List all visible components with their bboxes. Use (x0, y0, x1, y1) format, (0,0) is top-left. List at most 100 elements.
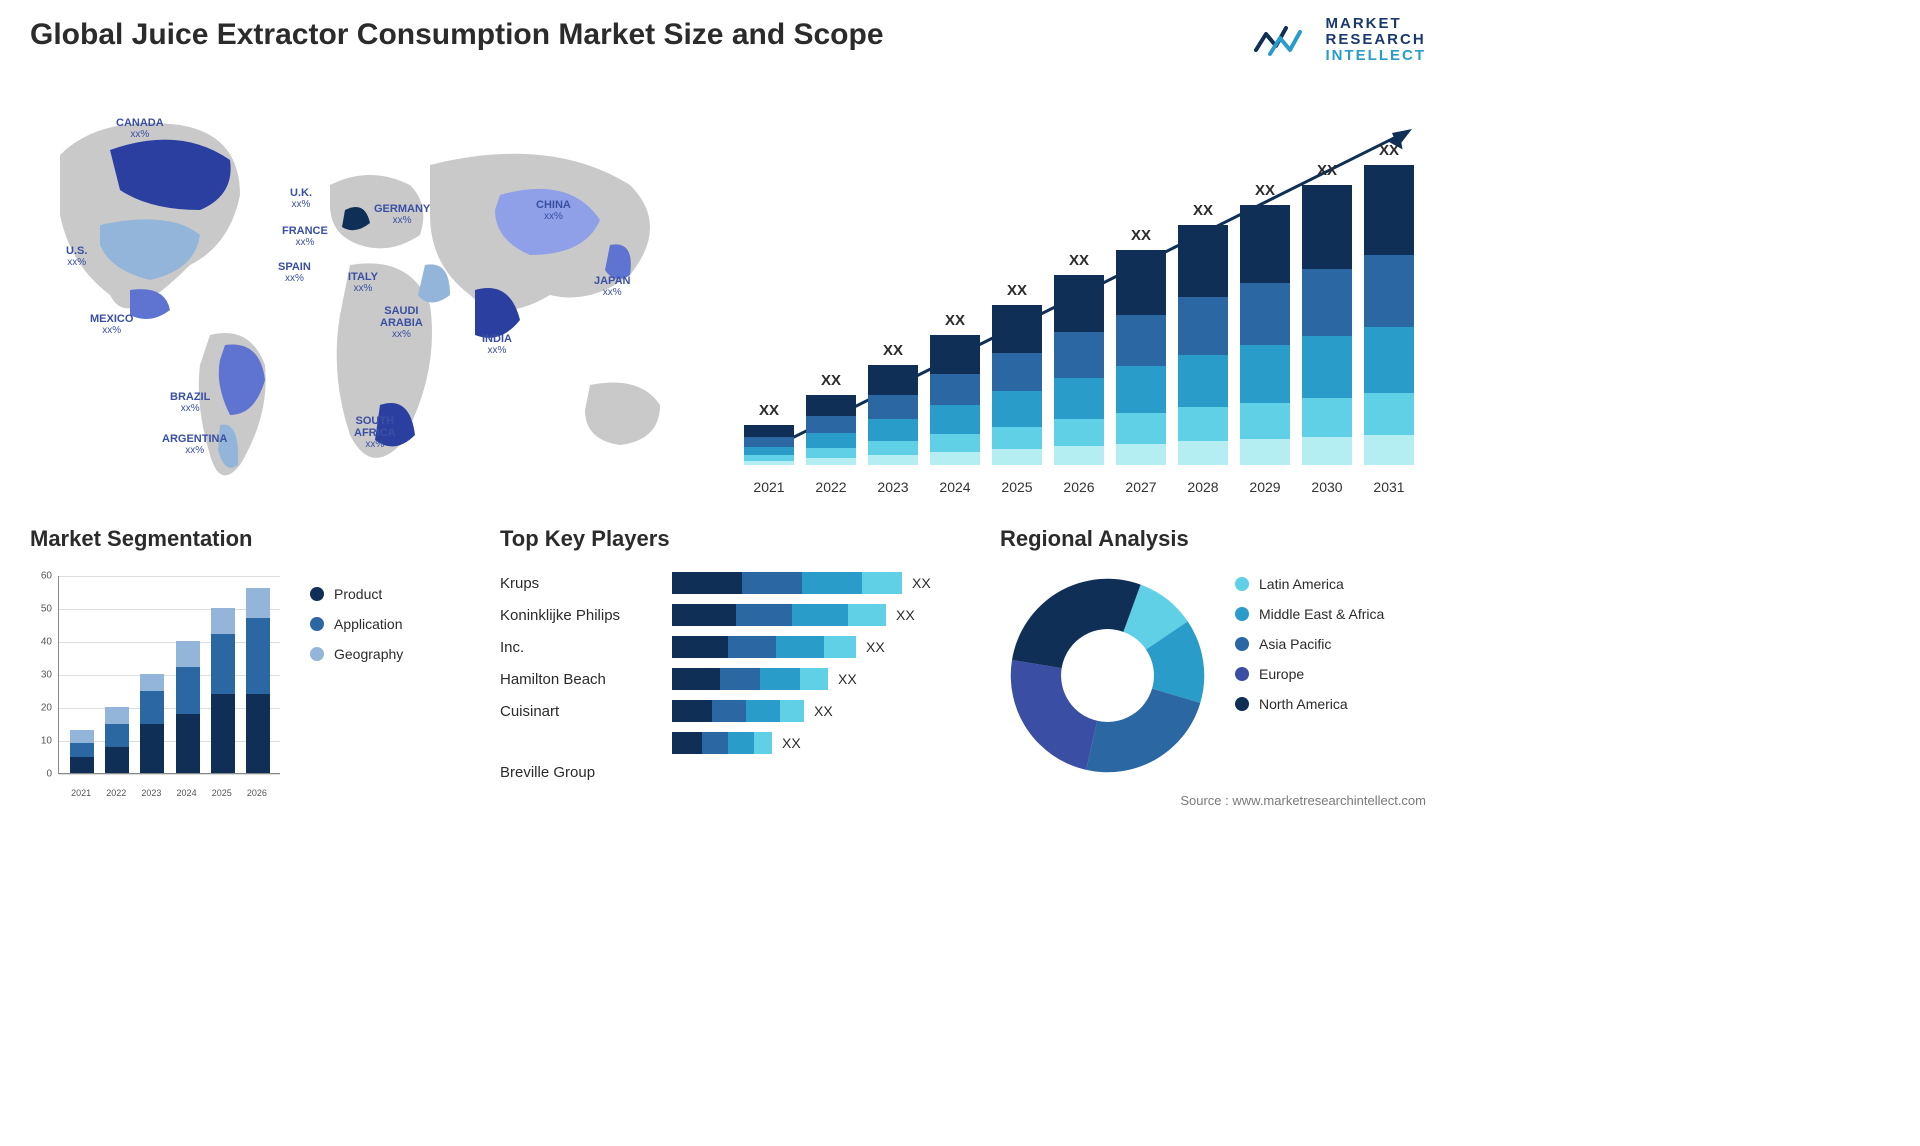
player-row: Breville Group (500, 764, 970, 781)
player-value: XX (838, 671, 857, 687)
seg-ytick: 0 (30, 769, 52, 780)
growth-xlabel: 2022 (806, 479, 856, 495)
player-bar (672, 604, 886, 626)
player-value: XX (866, 639, 885, 655)
growth-bar-label: XX (1054, 252, 1104, 269)
donut-slice (1011, 660, 1097, 770)
player-bar (672, 636, 856, 658)
map-country-label: CANADAxx% (116, 117, 164, 140)
growth-xlabel: 2031 (1364, 479, 1414, 495)
growth-bar (930, 335, 980, 465)
growth-xlabel: 2025 (992, 479, 1042, 495)
growth-xlabel: 2024 (930, 479, 980, 495)
map-country-label: CHINAxx% (536, 199, 571, 222)
logo-text-1: MARKET (1326, 16, 1427, 32)
growth-xlabel: 2026 (1054, 479, 1104, 495)
player-name: Hamilton Beach (500, 671, 672, 688)
seg-ytick: 60 (30, 571, 52, 582)
seg-ytick: 40 (30, 637, 52, 648)
growth-bar-label: XX (806, 372, 856, 389)
seg-bar (140, 674, 164, 773)
legend-item: Europe (1235, 666, 1384, 682)
seg-bar (105, 707, 129, 773)
growth-bar (1116, 250, 1166, 465)
player-bar (672, 700, 804, 722)
map-country-label: ARGENTINAxx% (162, 433, 227, 456)
legend-item: Asia Pacific (1235, 636, 1384, 652)
logo-text-3: INTELLECT (1326, 48, 1427, 64)
world-map-panel: CANADAxx%U.S.xx%MEXICOxx%BRAZILxx%ARGENT… (30, 95, 700, 495)
player-value: XX (814, 703, 833, 719)
growth-xlabel: 2028 (1178, 479, 1228, 495)
growth-bar-label: XX (868, 342, 918, 359)
map-country-label: SOUTHAFRICAxx% (354, 415, 396, 450)
player-name: Koninklijke Philips (500, 607, 672, 624)
map-country-label: SPAINxx% (278, 261, 311, 284)
growth-bar-label: XX (930, 312, 980, 329)
player-bar (672, 572, 902, 594)
seg-xlabel: 2025 (208, 788, 236, 798)
logo-mark-icon (1254, 20, 1314, 60)
seg-xlabel: 2022 (102, 788, 130, 798)
player-bar (672, 668, 828, 690)
growth-bar-label: XX (1240, 182, 1290, 199)
seg-bar (246, 588, 270, 773)
player-row: Inc. XX (500, 636, 970, 658)
map-country-label: U.K.xx% (290, 187, 312, 210)
players-title: Top Key Players (500, 526, 970, 552)
growth-bar (1178, 225, 1228, 465)
seg-bar (176, 641, 200, 773)
growth-xlabel: 2027 (1116, 479, 1166, 495)
growth-bar (1302, 185, 1352, 465)
map-country-label: JAPANxx% (594, 275, 630, 298)
segmentation-title: Market Segmentation (30, 526, 470, 552)
seg-xlabel: 2024 (173, 788, 201, 798)
growth-bar (992, 305, 1042, 465)
growth-bar-label: XX (1302, 162, 1352, 179)
player-row: Hamilton Beach XX (500, 668, 970, 690)
player-value: XX (782, 735, 801, 751)
player-name: Breville Group (500, 764, 672, 781)
legend-item: Middle East & Africa (1235, 606, 1384, 622)
player-name: Krups (500, 575, 672, 592)
seg-ytick: 20 (30, 703, 52, 714)
player-name: Cuisinart (500, 703, 672, 720)
page-title: Global Juice Extractor Consumption Marke… (30, 18, 884, 52)
brand-logo: MARKET RESEARCH INTELLECT (1254, 16, 1427, 63)
player-row: KrupsXX (500, 572, 970, 594)
donut-slice (1012, 579, 1141, 668)
legend-item: Latin America (1235, 576, 1384, 592)
segmentation-legend: ProductApplicationGeography (310, 586, 403, 676)
legend-item: North America (1235, 696, 1384, 712)
map-country-label: INDIAxx% (482, 333, 512, 356)
regional-title: Regional Analysis (1000, 526, 1430, 552)
player-name: Inc. (500, 639, 672, 656)
seg-xlabel: 2023 (137, 788, 165, 798)
growth-bar (868, 365, 918, 465)
seg-ytick: 30 (30, 670, 52, 681)
player-row: Koninklijke Philips XX (500, 604, 970, 626)
player-value: XX (896, 607, 915, 623)
logo-text-2: RESEARCH (1326, 32, 1427, 48)
growth-bar-label: XX (1364, 142, 1414, 159)
seg-bar (70, 730, 94, 773)
seg-bar (211, 608, 235, 773)
growth-bar-label: XX (992, 282, 1042, 299)
legend-item: Geography (310, 646, 403, 662)
growth-bar-label: XX (1178, 202, 1228, 219)
regional-donut-chart (1000, 568, 1215, 783)
map-country-label: ITALYxx% (348, 271, 378, 294)
seg-xlabel: 2026 (243, 788, 271, 798)
growth-bar (806, 395, 856, 465)
player-row: XX (500, 732, 970, 754)
map-country-label: SAUDIARABIAxx% (380, 305, 423, 340)
growth-bar (1240, 205, 1290, 465)
growth-bar-label: XX (1116, 227, 1166, 244)
donut-slice (1086, 689, 1200, 773)
regional-analysis-panel: Regional Analysis Latin AmericaMiddle Ea… (1000, 526, 1430, 552)
player-row: Cuisinart XX (500, 700, 970, 722)
player-bar (672, 732, 772, 754)
growth-xlabel: 2021 (744, 479, 794, 495)
growth-bar (1054, 275, 1104, 465)
legend-item: Application (310, 616, 403, 632)
